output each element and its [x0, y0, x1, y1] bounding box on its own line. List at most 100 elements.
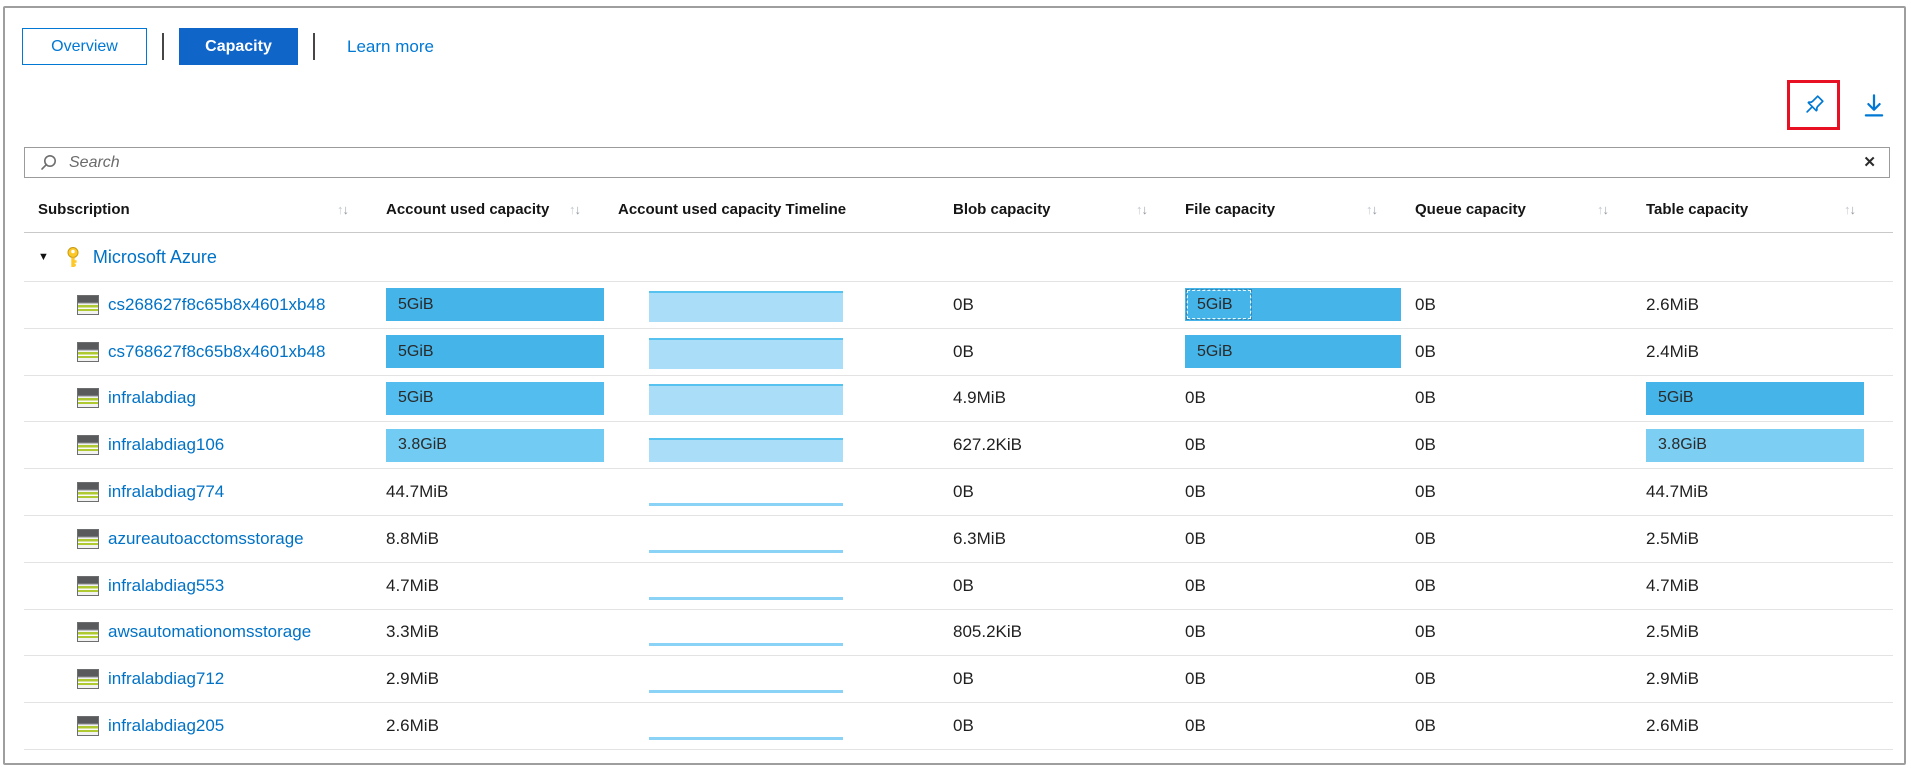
column-header-table-capacity[interactable]: Table capacity ↑↓: [1646, 186, 1893, 232]
account-used-capacity-cell: 3.8GiB: [386, 422, 618, 468]
storage-account-icon: [77, 622, 99, 643]
account-name-link[interactable]: infralabdiag: [108, 388, 196, 408]
subscription-cell: awsautomationomsstorage: [24, 610, 386, 656]
account-name-link[interactable]: cs268627f8c65b8x4601xb48: [108, 294, 326, 314]
subscription-cell: infralabdiag712: [24, 656, 386, 702]
table-capacity-cell: 5GiB: [1646, 376, 1893, 422]
account-used-capacity-cell: 2.6MiB: [386, 703, 618, 749]
account-name-link[interactable]: infralabdiag553: [108, 575, 225, 595]
subscription-cell: infralabdiag774: [24, 469, 386, 515]
capacity-value: 2.9MiB: [386, 669, 439, 689]
subscription-name-link[interactable]: Microsoft Azure: [92, 246, 217, 267]
table-row[interactable]: infralabdiag712 2.9MiB 0B 0B 0B 2.9MiB: [24, 656, 1893, 704]
capacity-value: 2.9MiB: [1646, 669, 1699, 689]
table-row[interactable]: cs268627f8c65b8x4601xb48 5GiB 0B 5GiB 0B 2.6M…: [24, 282, 1893, 329]
capacity-sparkline: [649, 329, 843, 375]
sort-arrows-icon[interactable]: ↑↓: [1844, 201, 1856, 217]
table-row[interactable]: infralabdiag106 3.8GiB 627.2KiB 0B 0B 3.8GiB: [24, 422, 1893, 470]
capacity-value: 0B: [953, 669, 974, 689]
sort-arrows-icon[interactable]: ↑↓: [1366, 201, 1378, 217]
sort-arrows-icon[interactable]: ↑↓: [1597, 201, 1609, 217]
capacity-bar-value: 5GiB: [398, 389, 434, 407]
account-name-link[interactable]: infralabdiag106: [108, 435, 225, 455]
capacity-bar-value: 5GiB: [1197, 342, 1233, 360]
capacity-value: 0B: [1415, 716, 1436, 736]
storage-account-icon: [77, 341, 99, 362]
learn-more-link[interactable]: Learn more: [347, 36, 434, 56]
capacity-bar: 3.8GiB: [386, 428, 604, 462]
capacity-value: 0B: [1185, 528, 1206, 548]
tab-overview[interactable]: Overview: [22, 28, 147, 65]
capacity-sparkline: [649, 610, 843, 656]
account-name-link[interactable]: awsautomationomsstorage: [108, 622, 312, 642]
capacity-value: 2.6MiB: [386, 716, 439, 736]
table-row[interactable]: cs768627f8c65b8x4601xb48 5GiB 0B 5GiB 0B 2.4M…: [24, 329, 1893, 376]
subscription-cell: infralabdiag106: [24, 422, 386, 468]
capacity-sparkline: [649, 656, 843, 702]
table-row[interactable]: infralabdiag 5GiB 4.9MiB 0B 0B 5GiB: [24, 376, 1893, 423]
capacity-value: 0B: [1415, 575, 1436, 595]
timeline-cell: [618, 329, 953, 375]
subscription-group-row[interactable]: ▼ Microsoft Azure: [24, 233, 1893, 282]
account-name-link[interactable]: cs768627f8c65b8x4601xb48: [108, 341, 326, 361]
account-name-link[interactable]: infralabdiag774: [108, 482, 225, 502]
capacity-value: 2.6MiB: [1646, 716, 1699, 736]
column-header-queue-capacity[interactable]: Queue capacity ↑↓: [1415, 186, 1646, 232]
capacity-value: 0B: [953, 575, 974, 595]
account-used-capacity-cell: 3.3MiB: [386, 610, 618, 656]
capacity-value: 805.2KiB: [953, 622, 1022, 642]
account-name-link[interactable]: infralabdiag712: [108, 669, 225, 689]
collapse-triangle-icon[interactable]: ▼: [38, 251, 49, 263]
account-name-link[interactable]: azureautoacctomsstorage: [108, 528, 304, 548]
queue-capacity-cell: 0B: [1415, 422, 1646, 468]
blob-capacity-cell: 627.2KiB: [953, 422, 1185, 468]
account-used-capacity-cell: 5GiB: [386, 329, 618, 375]
capacity-value: 0B: [1415, 482, 1436, 502]
storage-account-icon: [77, 669, 99, 690]
queue-capacity-cell: 0B: [1415, 376, 1646, 422]
clear-search-icon[interactable]: ✕: [1863, 154, 1876, 171]
capacity-value: 2.4MiB: [1646, 341, 1699, 361]
timeline-cell: [618, 376, 953, 422]
file-capacity-cell: 0B: [1185, 563, 1415, 609]
table-rows: cs268627f8c65b8x4601xb48 5GiB 0B 5GiB 0B 2.6M…: [24, 282, 1893, 750]
table-row[interactable]: infralabdiag553 4.7MiB 0B 0B 0B 4.7MiB: [24, 563, 1893, 610]
download-button[interactable]: [1859, 91, 1889, 121]
capacity-value: 0B: [1185, 669, 1206, 689]
timeline-cell: [618, 516, 953, 562]
sort-arrows-icon[interactable]: ↑↓: [569, 201, 581, 217]
account-used-capacity-cell: 44.7MiB: [386, 469, 618, 515]
column-header-file-capacity[interactable]: File capacity ↑↓: [1185, 186, 1415, 232]
capacity-value: 0B: [1185, 575, 1206, 595]
timeline-cell: [618, 422, 953, 468]
file-capacity-cell: 0B: [1185, 703, 1415, 749]
queue-capacity-cell: 0B: [1415, 610, 1646, 656]
column-header-subscription[interactable]: Subscription ↑↓: [24, 186, 386, 232]
search-input[interactable]: [59, 153, 1864, 172]
table-row[interactable]: infralabdiag205 2.6MiB 0B 0B 0B 2.6MiB: [24, 703, 1893, 750]
tab-capacity[interactable]: Capacity: [179, 28, 298, 65]
capacity-value: 0B: [953, 341, 974, 361]
file-capacity-cell: 0B: [1185, 656, 1415, 702]
capacity-value: 4.7MiB: [386, 575, 439, 595]
pin-highlight-box[interactable]: [1787, 80, 1840, 130]
file-capacity-cell: 0B: [1185, 376, 1415, 422]
table-capacity-cell: 2.6MiB: [1646, 282, 1893, 328]
column-header-blob-capacity[interactable]: Blob capacity ↑↓: [953, 186, 1185, 232]
account-name-link[interactable]: infralabdiag205: [108, 716, 225, 736]
capacity-bar: 5GiB: [386, 381, 604, 415]
table-row[interactable]: infralabdiag774 44.7MiB 0B 0B 0B 44.7MiB: [24, 469, 1893, 516]
table-row[interactable]: awsautomationomsstorage 3.3MiB 805.2KiB 0B 0…: [24, 610, 1893, 657]
column-header-account-used-capacity[interactable]: Account used capacity ↑↓: [386, 186, 618, 232]
capacity-value: 4.9MiB: [953, 388, 1006, 408]
capacity-bar: 5GiB: [1185, 288, 1401, 322]
timeline-cell: [618, 703, 953, 749]
sort-arrows-icon[interactable]: ↑↓: [337, 201, 349, 217]
queue-capacity-cell: 0B: [1415, 469, 1646, 515]
capacity-value: 0B: [1415, 341, 1436, 361]
capacity-value: 0B: [1415, 622, 1436, 642]
search-bar: ✕: [24, 147, 1890, 178]
table-row[interactable]: azureautoacctomsstorage 8.8MiB 6.3MiB 0B 0B 2…: [24, 516, 1893, 563]
sort-arrows-icon[interactable]: ↑↓: [1136, 201, 1148, 217]
timeline-cell: [618, 656, 953, 702]
